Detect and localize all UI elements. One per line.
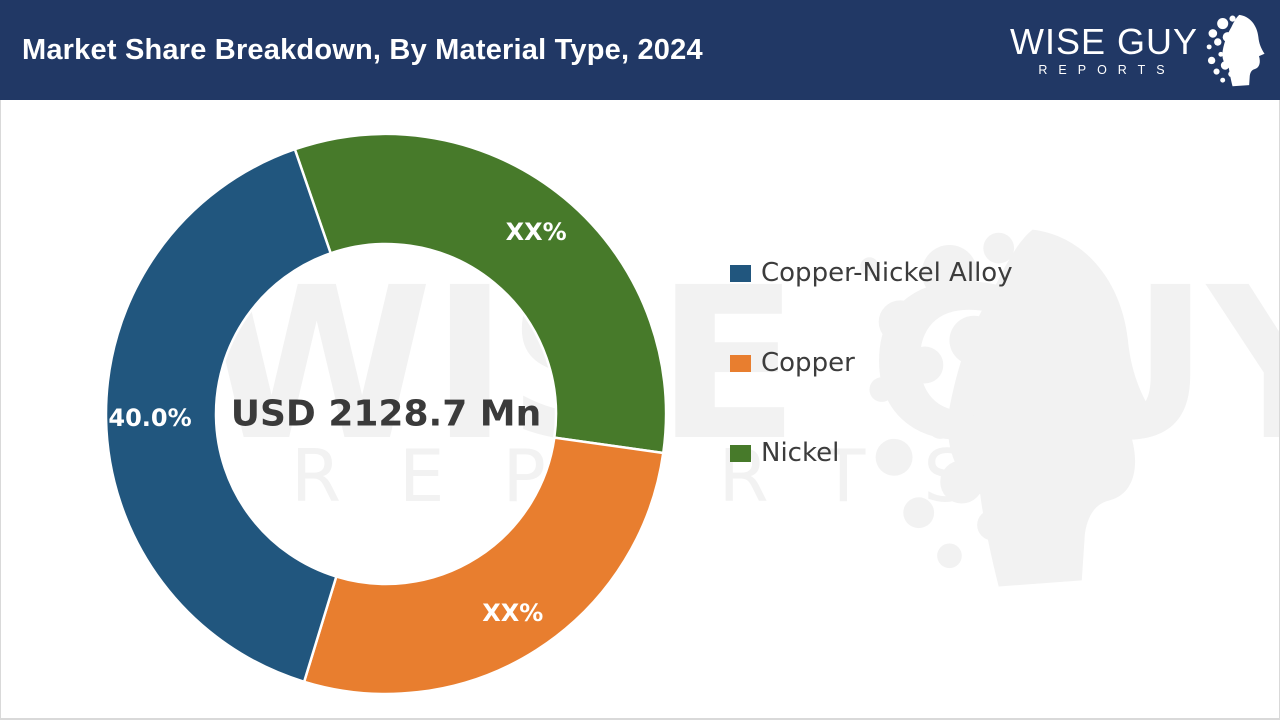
legend-label: Copper-Nickel Alloy <box>761 258 1013 288</box>
wise-guy-logo: WISE GUY REPORTS <box>1010 10 1266 90</box>
legend-label: Copper <box>761 348 855 378</box>
legend-item-copper-nickel-alloy: Copper-Nickel Alloy <box>730 258 1013 288</box>
chart-area: WISE GUY REPORTS USD 2128.7 Mn XX%XX%40.… <box>0 100 1280 720</box>
logo-wordmark-sub: REPORTS <box>1038 62 1176 77</box>
donut-chart: USD 2128.7 Mn XX% XX% 40.0% <box>101 129 671 699</box>
donut-slice-copper-nickel-alloy <box>104 147 338 684</box>
donut-slice-copper <box>302 436 665 696</box>
logo-wordmark: WISE GUY REPORTS <box>1009 20 1198 77</box>
slice-label-copper-nickel-alloy: 40.0% <box>108 404 192 433</box>
page-title: Market Share Breakdown, By Material Type… <box>22 33 703 66</box>
logo-wordmark-main: WISE GUY <box>1009 20 1198 62</box>
header-bar: Market Share Breakdown, By Material Type… <box>0 0 1280 100</box>
chart-legend: Copper-Nickel Alloy Copper Nickel <box>730 258 1013 468</box>
logo-face-icon <box>1206 14 1265 87</box>
legend-swatch-copper-nickel-alloy <box>730 264 751 282</box>
legend-item-nickel: Nickel <box>730 438 1013 468</box>
donut-center-value: USD 2128.7 Mn <box>230 393 542 435</box>
slice-label-copper: XX% <box>482 599 544 628</box>
legend-label: Nickel <box>761 438 840 468</box>
legend-swatch-nickel <box>730 444 751 462</box>
donut-svg <box>104 132 668 696</box>
legend-item-copper: Copper <box>730 348 1013 378</box>
slice-label-nickel: XX% <box>505 217 567 246</box>
donut-slice-nickel <box>293 132 668 455</box>
legend-swatch-copper <box>730 354 751 372</box>
